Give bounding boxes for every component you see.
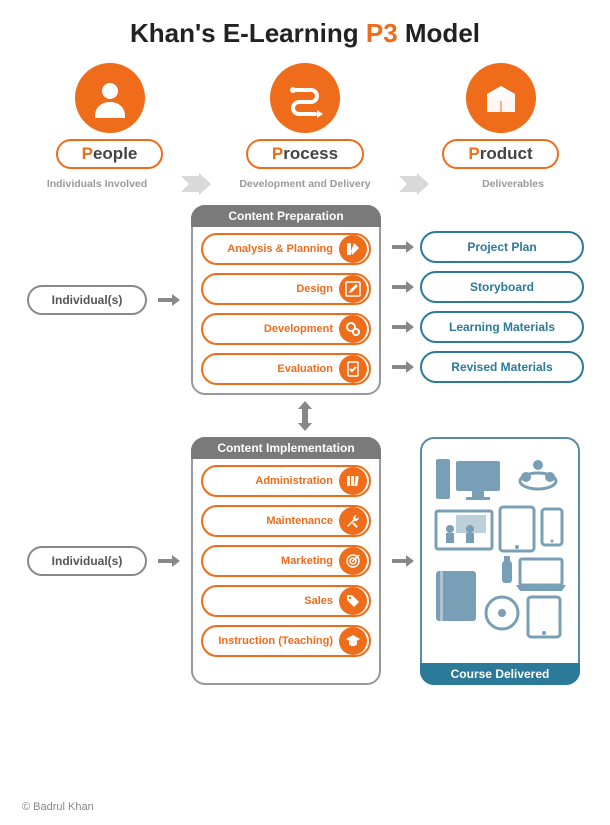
- output-storyboard: Storyboard: [420, 271, 584, 303]
- col-process: Process: [205, 63, 405, 171]
- step-instruction: Instruction (Teaching): [201, 625, 371, 657]
- arrow-right-icon: [158, 554, 180, 568]
- section1-outputs: Project Plan Storyboard Learning Materia…: [420, 205, 584, 395]
- delivery-devices-icon: [430, 451, 570, 651]
- step-maintenance: Maintenance: [201, 505, 371, 537]
- title-accent: P3: [366, 18, 398, 48]
- process-icon: [270, 63, 340, 133]
- section2-output: Course Delivered: [420, 437, 584, 685]
- step-development: Development: [201, 313, 371, 345]
- arrow-right-icon: [392, 280, 414, 294]
- title-suffix: Model: [398, 18, 480, 48]
- chevron-icon: [399, 173, 429, 195]
- output-project-plan: Project Plan: [420, 231, 584, 263]
- between-sections: [22, 401, 588, 431]
- arrow-cell: [156, 205, 182, 395]
- individuals-pill: Individual(s): [27, 285, 147, 315]
- section2-title: Content Implementation: [191, 437, 381, 459]
- updown-arrow-icon: [296, 401, 314, 431]
- step-administration: Administration: [201, 465, 371, 497]
- copyright: © Badrul Khan: [22, 801, 94, 813]
- product-sub: Deliverables: [438, 178, 588, 190]
- tag-icon: [339, 587, 367, 615]
- course-delivered-title: Course Delivered: [420, 663, 580, 685]
- checklist-icon: [339, 355, 367, 383]
- arrow-cell: [390, 437, 416, 685]
- people-icon: [75, 63, 145, 133]
- section2-grid: Individual(s) Content Implementation Adm…: [22, 437, 588, 685]
- arrow-cell: [156, 437, 182, 685]
- people-sub: Individuals Involved: [22, 178, 172, 190]
- section1-arrows: [390, 205, 416, 395]
- section1-title: Content Preparation: [191, 205, 381, 227]
- course-delivered-box: Course Delivered: [420, 437, 580, 685]
- people-label: People: [56, 139, 164, 169]
- step-marketing: Marketing: [201, 545, 371, 577]
- process-sub: Development and Delivery: [220, 178, 390, 190]
- output-learning-materials: Learning Materials: [420, 311, 584, 343]
- arrow-right-icon: [392, 360, 414, 374]
- header-row: People Process Product: [22, 63, 588, 171]
- product-icon: [466, 63, 536, 133]
- arrow-right-icon: [392, 240, 414, 254]
- title-prefix: Khan's E-Learning: [130, 18, 366, 48]
- step-evaluation: Evaluation: [201, 353, 371, 385]
- target-icon: [339, 547, 367, 575]
- arrow-right-icon: [392, 320, 414, 334]
- individuals-cell-1: Individual(s): [22, 205, 152, 395]
- page-title: Khan's E-Learning P3 Model: [22, 18, 588, 49]
- section1-box-wrap: Content Preparation Analysis & Planning …: [186, 205, 386, 395]
- section1-grid: Individual(s) Content Preparation Analys…: [22, 205, 588, 395]
- chevron-icon: [181, 173, 211, 195]
- col-product: Product: [413, 63, 588, 171]
- arrow-right-icon: [158, 293, 180, 307]
- step-analysis: Analysis & Planning: [201, 233, 371, 265]
- wrench-icon: [339, 507, 367, 535]
- step-sales: Sales: [201, 585, 371, 617]
- graduation-icon: [339, 627, 367, 655]
- gears-icon: [339, 315, 367, 343]
- pencil-ruler-icon: [339, 235, 367, 263]
- col-people: People: [22, 63, 197, 171]
- section2-box-wrap: Content Implementation Administration Ma…: [186, 437, 386, 685]
- subtitle-row: Individuals Involved Development and Del…: [22, 173, 588, 195]
- content-implementation-box: Content Implementation Administration Ma…: [191, 437, 381, 685]
- individuals-pill: Individual(s): [27, 546, 147, 576]
- content-preparation-box: Content Preparation Analysis & Planning …: [191, 205, 381, 395]
- books-icon: [339, 467, 367, 495]
- product-label: Product: [442, 139, 558, 169]
- individuals-cell-2: Individual(s): [22, 437, 152, 685]
- arrow-right-icon: [392, 554, 414, 568]
- output-revised-materials: Revised Materials: [420, 351, 584, 383]
- step-design: Design: [201, 273, 371, 305]
- process-label: Process: [246, 139, 364, 169]
- edit-icon: [339, 275, 367, 303]
